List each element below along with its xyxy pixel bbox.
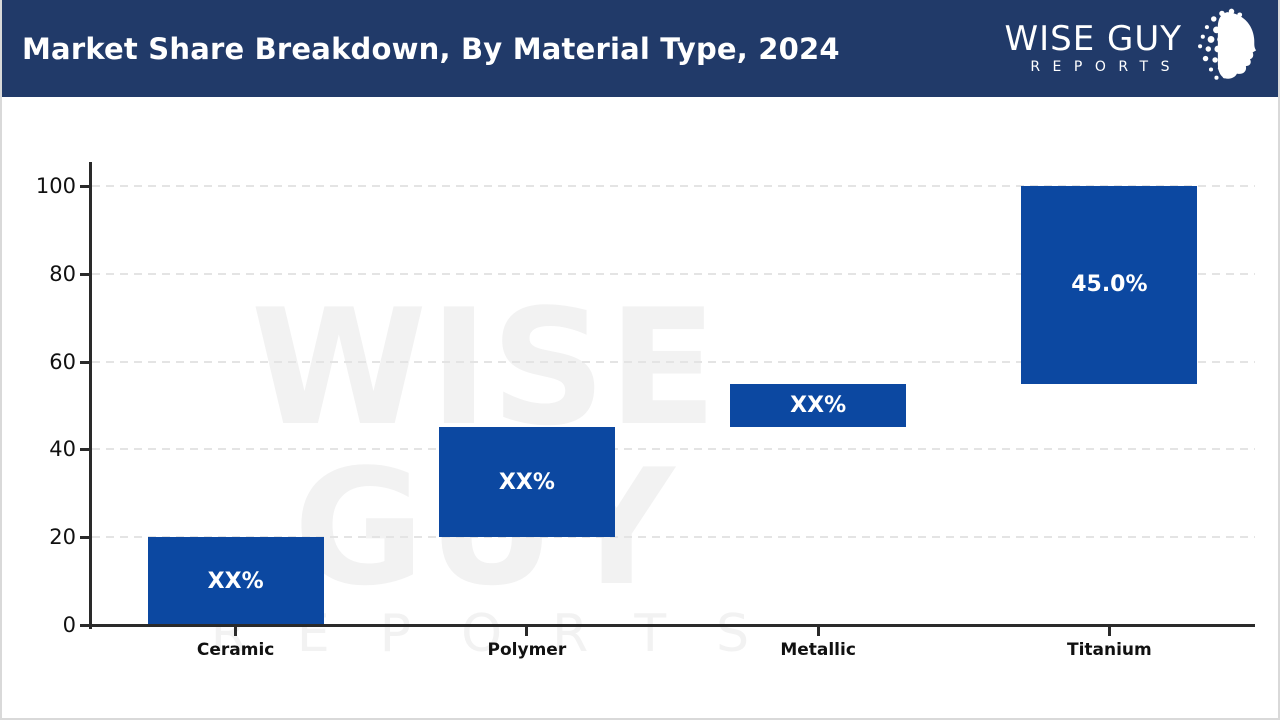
bar-polymer: XX% <box>438 427 615 538</box>
x-tickmark-ceramic <box>234 627 238 636</box>
y-tickmark-80 <box>80 272 89 276</box>
bar-ceramic: XX% <box>147 537 324 625</box>
y-tickmark-0 <box>80 624 89 627</box>
y-tick-label-100: 100 <box>35 174 76 198</box>
y-tickmark-60 <box>80 360 89 364</box>
x-tick-label-metallic: Metallic <box>780 640 856 660</box>
y-tick-label-0: 0 <box>62 613 76 637</box>
gridline-y40 <box>92 448 1255 451</box>
y-tickmark-40 <box>80 448 89 452</box>
x-tickmark-polymer <box>525 627 529 636</box>
gridline-y60 <box>92 360 1255 363</box>
y-tick-label-20: 20 <box>49 525 76 550</box>
page-title: Market Share Breakdown, By Material Type… <box>22 31 840 66</box>
bar-metallic: XX% <box>730 383 907 428</box>
gridline-y80 <box>92 272 1255 275</box>
bar-value-label: 45.0% <box>1071 272 1148 298</box>
bar-value-label: XX% <box>498 469 555 495</box>
y-tickmark-20 <box>80 536 89 540</box>
x-tickmark-metallic <box>816 627 820 636</box>
x-tick-label-titanium: Titanium <box>1066 640 1152 660</box>
logo-face-icon <box>1198 8 1257 80</box>
bar-value-label: XX% <box>207 568 264 594</box>
gridline-y100 <box>92 185 1255 187</box>
wise-guy-reports-logo: WISE GUY REPORTS <box>1004 8 1262 90</box>
y-axis-line <box>89 162 92 629</box>
y-tickmark-100 <box>80 185 89 188</box>
y-tick-label-60: 60 <box>49 349 76 374</box>
plot-area: XX% XX% XX% 45.0% 0 20 40 60 80 100 Ceramic Polym… <box>2 97 1278 713</box>
gridline-y20 <box>92 536 1255 539</box>
x-tickmark-titanium <box>1107 627 1111 636</box>
logo-text: WISE GUY REPORTS <box>1004 22 1182 75</box>
header-bar: Market Share Breakdown, By Material Type… <box>2 0 1278 97</box>
logo-subtitle: REPORTS <box>1030 59 1182 75</box>
x-tick-label-polymer: Polymer <box>487 640 567 660</box>
x-tick-label-ceramic: Ceramic <box>196 640 275 660</box>
logo-wordmark: WISE GUY <box>1004 19 1182 59</box>
y-tick-label-80: 80 <box>49 261 76 286</box>
y-tick-label-40: 40 <box>49 437 76 462</box>
bar-titanium: 45.0% <box>1021 186 1198 384</box>
x-axis-line <box>88 624 1255 627</box>
bar-value-label: XX% <box>790 392 847 418</box>
